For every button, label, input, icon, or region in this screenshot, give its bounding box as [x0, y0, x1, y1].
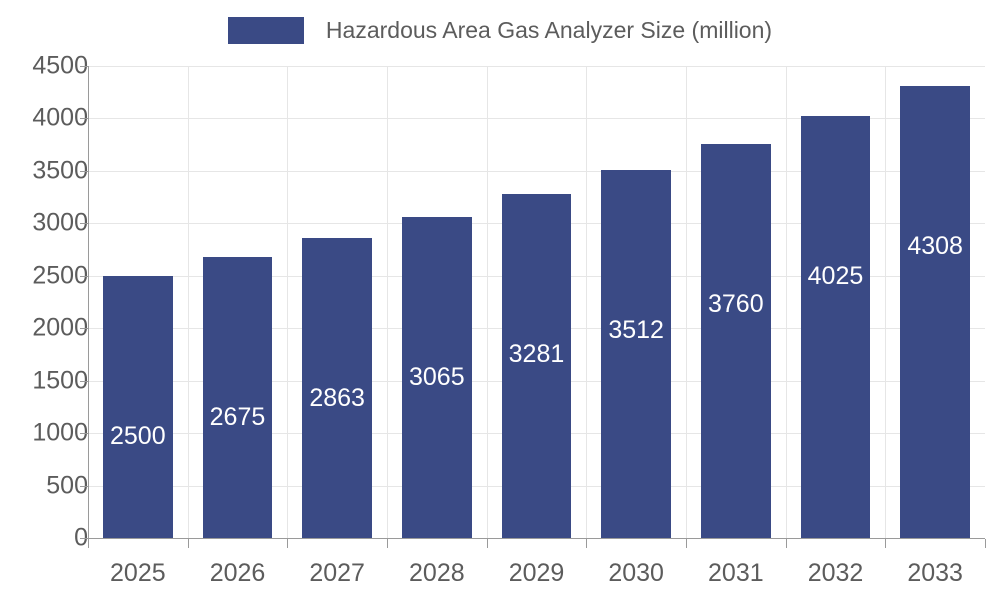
y-axis-tick-label: 1000	[32, 418, 88, 447]
y-axis: 0 500 1000 1500 2000 2500 3000 3500 4000 4500	[0, 0, 88, 600]
bar-value-label: 4308	[907, 232, 963, 261]
y-axis-tick-label: 3000	[32, 208, 88, 237]
bar-slot: 3512	[586, 66, 686, 538]
bar[interactable]: 3512	[601, 169, 672, 538]
bar-slot: 4025	[786, 66, 886, 538]
x-axis-tick-mark	[187, 539, 189, 548]
x-axis-tick-label: 2031	[708, 559, 764, 587]
y-axis-tick-mark	[80, 66, 88, 67]
y-axis-tick-mark	[80, 485, 88, 487]
gridline-vertical	[785, 66, 787, 538]
bar-value-label: 2863	[309, 383, 365, 412]
x-axis-tick-label: 2025	[110, 559, 166, 587]
bar[interactable]: 2863	[302, 237, 373, 538]
gridline-vertical	[885, 66, 887, 538]
bar-slot: 2863	[287, 66, 387, 538]
bar-series: 2500 2675 2863 3065 3281 3512 3760 4025 4308	[88, 66, 985, 538]
x-axis-tick-mark	[586, 539, 588, 548]
x-axis-tick-mark	[885, 539, 887, 548]
y-axis-spine	[88, 66, 89, 538]
y-axis-tick-mark	[80, 223, 88, 225]
y-axis-tick-label: 1500	[32, 366, 88, 395]
x-axis-spine	[88, 538, 985, 539]
x-axis-tick-label: 2028	[409, 559, 465, 587]
x-axis-tick-mark	[287, 539, 289, 548]
bar[interactable]: 4025	[800, 115, 871, 538]
bar[interactable]: 4308	[900, 86, 971, 538]
bar-slot: 3281	[487, 66, 587, 538]
bar-value-label: 4025	[807, 261, 864, 290]
gridline-vertical	[486, 66, 488, 538]
y-axis-tick-label: 0	[74, 523, 88, 552]
x-axis-tick-mark	[985, 539, 986, 548]
chart-legend: Hazardous Area Gas Analyzer Size (millio…	[0, 8, 1000, 52]
y-axis-tick-label: 4000	[32, 103, 88, 132]
gridline-horizontal	[88, 66, 985, 67]
x-axis-tick-mark	[785, 539, 787, 548]
bar[interactable]: 3281	[501, 193, 572, 538]
y-axis-tick-label: 2500	[32, 261, 88, 290]
x-axis-tick-label: 2030	[608, 559, 664, 587]
x-axis-tick-label: 2026	[209, 559, 266, 587]
bar[interactable]: 2500	[102, 275, 173, 538]
bar-value-label: 3512	[608, 315, 664, 344]
y-axis-tick-mark	[80, 170, 88, 172]
x-axis: 2025 2026 2027 2028 2029 2030 2031 2032 2033	[88, 539, 986, 600]
gridline-vertical	[187, 66, 189, 538]
gridline-vertical	[387, 66, 388, 538]
bar-value-label: 3760	[708, 289, 764, 318]
x-axis-tick-label: 2029	[508, 559, 565, 587]
bar-slot: 2675	[188, 66, 288, 538]
legend-label: Hazardous Area Gas Analyzer Size (millio…	[325, 16, 773, 43]
y-axis-tick-mark	[80, 538, 88, 539]
y-axis-tick-label: 2000	[32, 313, 88, 342]
gridline-horizontal	[88, 170, 985, 172]
x-axis-tick-mark	[486, 539, 488, 548]
gridline-vertical	[287, 66, 289, 538]
x-axis-tick-mark	[387, 539, 388, 548]
y-axis-tick-mark	[80, 433, 88, 435]
bar-value-label: 3065	[409, 362, 465, 391]
legend-color-swatch	[227, 16, 304, 44]
bar-slot: 2500	[88, 66, 188, 538]
x-axis-tick-label: 2033	[907, 559, 963, 587]
bar[interactable]: 3760	[700, 143, 771, 538]
bar[interactable]: 3065	[401, 216, 472, 538]
bar-value-label: 2675	[209, 403, 266, 432]
bar-value-label: 2500	[110, 421, 166, 450]
bar-slot: 4308	[885, 66, 985, 538]
y-axis-tick-label: 3500	[32, 156, 88, 185]
gridline-horizontal	[88, 118, 985, 120]
bar-value-label: 3281	[508, 339, 565, 368]
legend-item-0[interactable]: Hazardous Area Gas Analyzer Size (millio…	[227, 16, 773, 44]
gridline-vertical	[686, 66, 687, 538]
bar-slot: 3760	[686, 66, 786, 538]
y-axis-tick-mark	[80, 328, 88, 330]
y-axis-tick-mark	[80, 118, 88, 120]
y-axis-tick-mark	[80, 275, 88, 277]
x-axis-tick-mark	[88, 539, 89, 548]
y-axis-tick-label: 4500	[32, 51, 88, 80]
x-axis-tick-label: 2032	[807, 559, 864, 587]
gridline-vertical	[586, 66, 588, 538]
bar[interactable]: 2675	[202, 257, 273, 538]
y-axis-tick-mark	[80, 380, 88, 382]
bar-slot: 3065	[387, 66, 487, 538]
y-axis-tick-label: 500	[46, 471, 88, 500]
x-axis-tick-label: 2027	[309, 559, 365, 587]
x-axis-tick-mark	[686, 539, 687, 548]
